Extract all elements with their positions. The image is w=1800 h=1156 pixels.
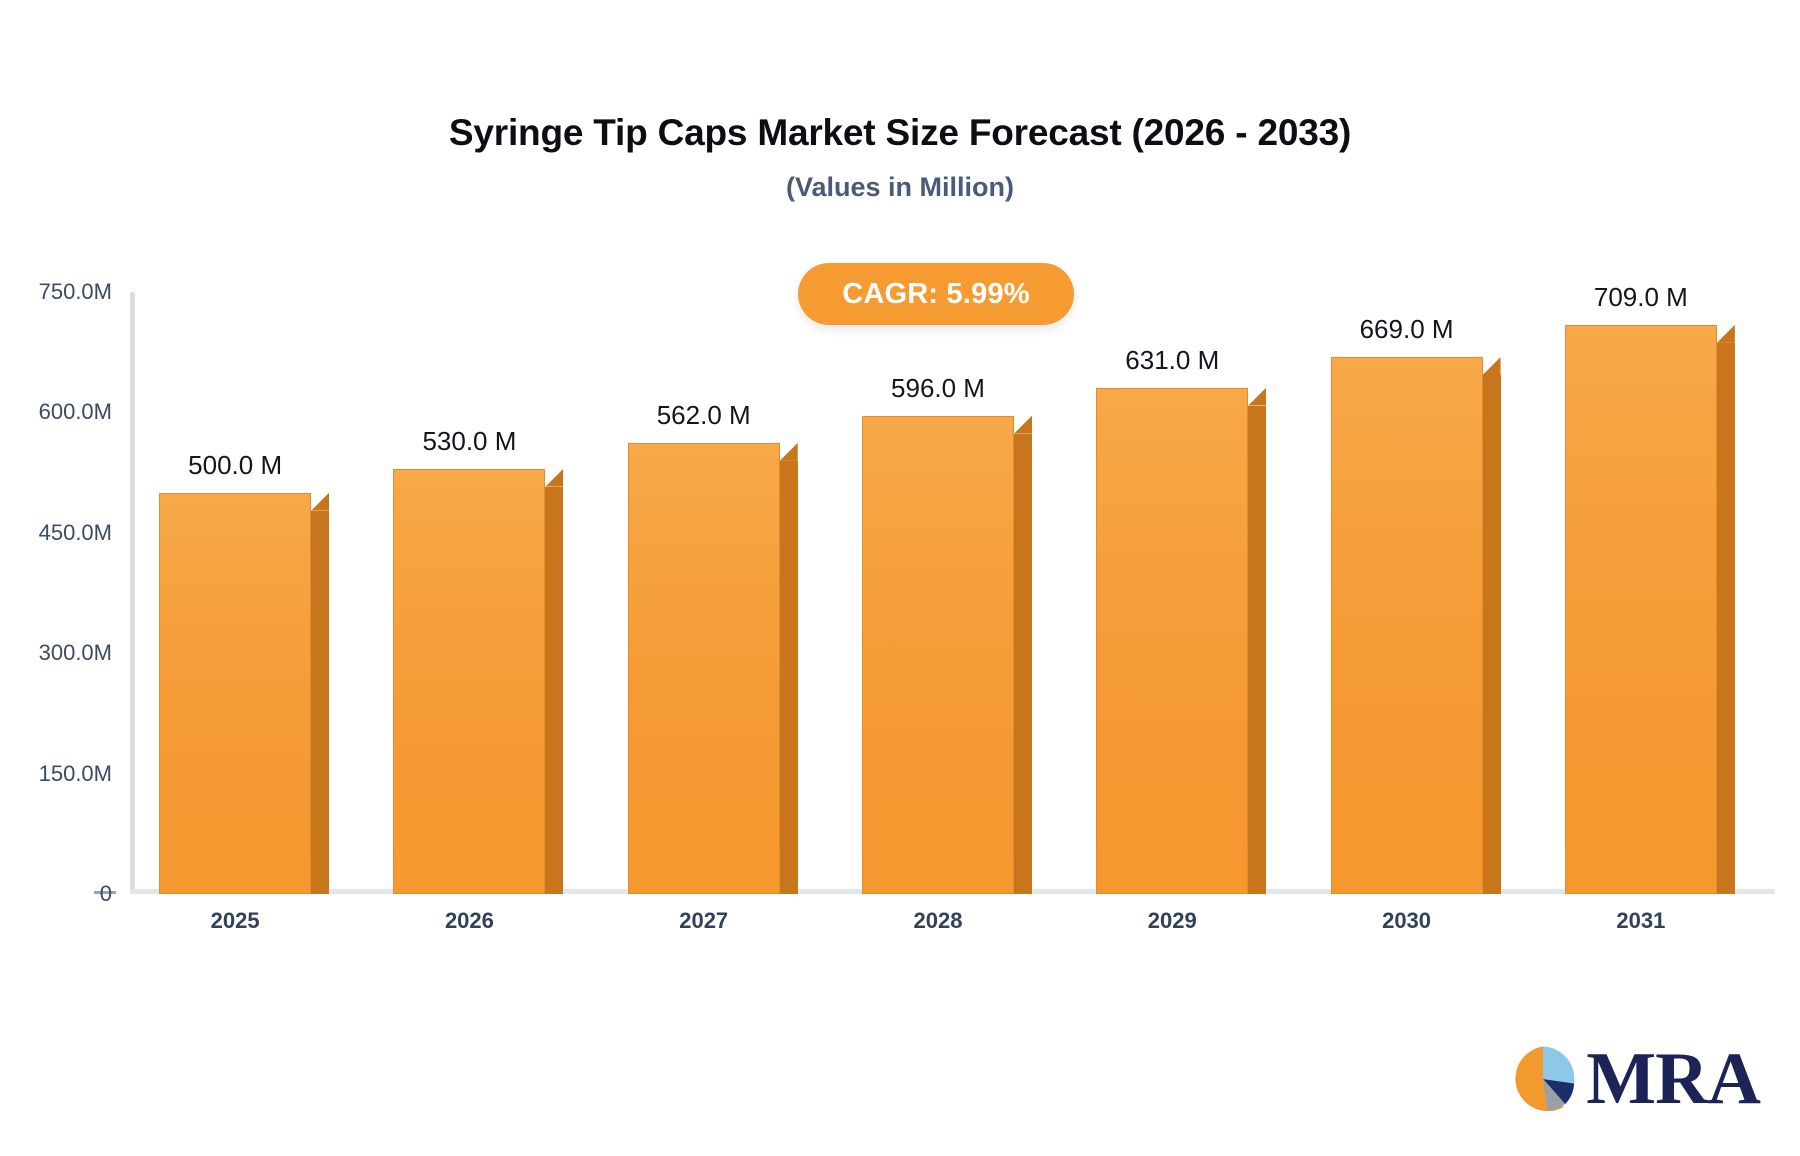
bar-front-face xyxy=(627,442,780,894)
bar-top-bevel xyxy=(1014,415,1032,434)
bar-side-face xyxy=(1248,405,1267,894)
bar-side-face xyxy=(1014,433,1032,894)
bar-top-bevel xyxy=(1716,324,1735,343)
y-axis-tick-label: 450.0M xyxy=(38,519,112,545)
bar-2031[interactable]: 709.0 M xyxy=(1564,282,1735,894)
brand-logo: MRA xyxy=(1506,1038,1761,1120)
bar-front-face xyxy=(1564,324,1717,894)
bar-top-bevel xyxy=(779,442,798,461)
y-axis-tick-label: 300.0M xyxy=(38,640,112,666)
bar-value-label: 530.0 M xyxy=(422,425,517,456)
x-axis-tick-label-2031: 2031 xyxy=(1616,908,1666,933)
bar-top-bevel xyxy=(1248,387,1267,406)
pie-chart-logo-icon xyxy=(1515,1046,1575,1112)
page-title: Syringe Tip Caps Market Size Forecast (2… xyxy=(448,112,1352,153)
bar-2030[interactable]: 669.0 M xyxy=(1330,314,1501,894)
bar-front-face xyxy=(393,468,546,894)
bar-2028[interactable]: 596.0 M xyxy=(862,373,1032,894)
chart-subtitle: (Values in Million) xyxy=(785,172,1015,202)
x-axis-tick-label-2025: 2025 xyxy=(210,908,260,933)
cagr-badge-label: CAGR: 5.99% xyxy=(842,277,1030,310)
bar-top-bevel xyxy=(311,492,330,511)
bar-chart-plot-area: 500.0 M 530.0 M 562.0 M 596.0 M 631.0 M 669.0… xyxy=(130,282,1770,894)
bar-front-face xyxy=(159,492,312,894)
x-axis-tick-label-2026: 2026 xyxy=(444,908,494,933)
x-axis-tick-label-2029: 2029 xyxy=(1147,908,1197,933)
bar-front-face xyxy=(862,415,1014,894)
y-axis-zero-tick-mark xyxy=(94,891,116,894)
bar-top-bevel xyxy=(1482,357,1501,376)
bar-2026[interactable]: 530.0 M xyxy=(393,426,564,894)
bar-side-face xyxy=(779,460,798,894)
bar-2027[interactable]: 562.0 M xyxy=(627,400,798,894)
bar-value-label: 500.0 M xyxy=(188,449,283,480)
bar-front-face xyxy=(1330,357,1483,894)
bar-front-face xyxy=(1096,387,1249,894)
x-axis-tick-label-2028: 2028 xyxy=(913,908,963,933)
x-axis-tick-label-2027: 2027 xyxy=(679,908,729,933)
bar-value-label: 596.0 M xyxy=(891,372,985,403)
y-axis-tick-label: 0 xyxy=(99,881,112,906)
y-axis-tick-labels: 750.0M 600.0M 450.0M 300.0M 150.0M 0 xyxy=(0,279,112,906)
bar-top-bevel xyxy=(545,468,564,487)
bar-2029[interactable]: 631.0 M xyxy=(1096,345,1267,894)
bar-value-label: 709.0 M xyxy=(1593,281,1688,312)
bar-side-face xyxy=(1482,375,1501,894)
y-axis-tick-label: 600.0M xyxy=(38,399,112,425)
bar-side-face xyxy=(1716,342,1735,894)
y-axis-line xyxy=(130,292,135,894)
bar-value-label: 631.0 M xyxy=(1125,344,1220,375)
bar-value-label: 669.0 M xyxy=(1359,314,1454,345)
x-axis-tick-label-2030: 2030 xyxy=(1382,908,1432,933)
brand-logo-text: MRA xyxy=(1586,1038,1761,1120)
bar-side-face xyxy=(311,510,330,894)
bar-value-label: 562.0 M xyxy=(656,399,751,430)
cagr-badge: CAGR: 5.99% xyxy=(798,263,1074,325)
bar-side-face xyxy=(545,486,564,894)
y-axis-tick-label: 750.0M xyxy=(38,279,112,304)
y-axis-tick-label: 150.0M xyxy=(38,760,112,786)
bar-2025[interactable]: 500.0 M xyxy=(159,450,330,894)
